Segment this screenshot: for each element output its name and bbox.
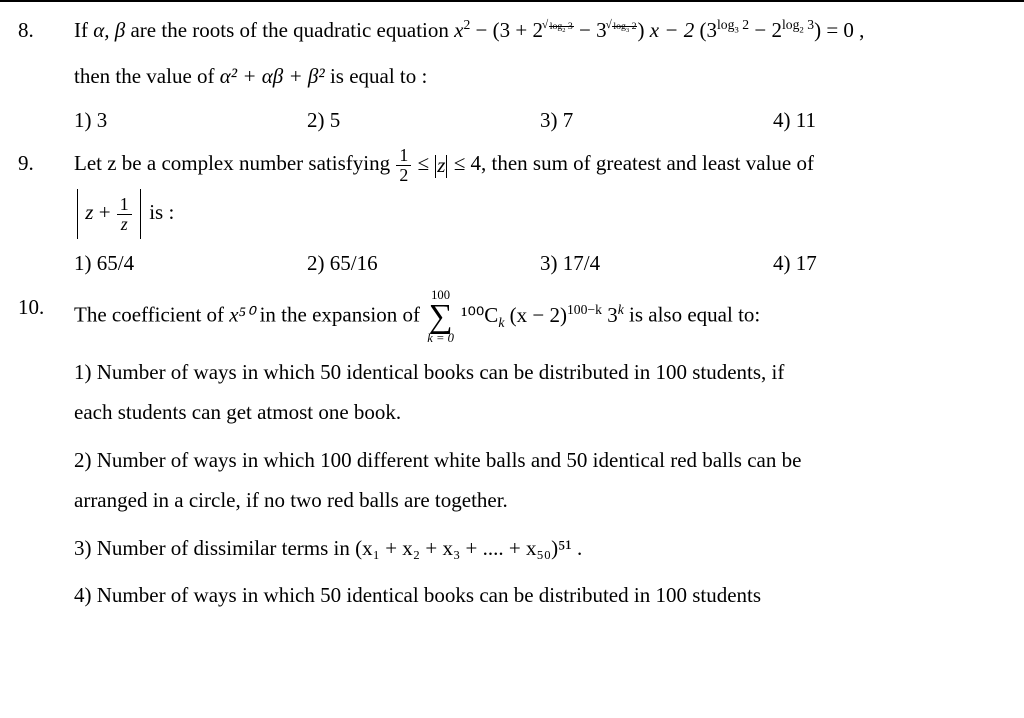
q10-options: 1) Number of ways in which 50 identical … [74,354,1006,617]
x-mid: x − 2 [650,18,695,42]
option-3: 3) Number of dissimilar terms in (x₁ + x… [74,530,1006,568]
option-3: 3) 17/4 [540,245,773,283]
three: 3 [607,303,618,327]
equation: x2 − (3 + 2log2 3 − 3log3 2) x − 2 (3log… [454,18,864,42]
num: 1 [117,195,132,215]
m3: − 3 [579,18,607,42]
z: z [437,153,445,177]
text: is also equal to: [629,303,760,327]
option-4: 4) 17 [773,245,1006,283]
num: 1 [396,146,411,166]
option-2: 2) 65/16 [307,245,540,283]
sum-bottom: k = 0 [427,331,454,345]
log: log [550,21,563,32]
question-body: Let z be a complex number satisfying 12 … [74,145,1006,283]
sub: 3 [626,27,629,34]
three: 3 [706,18,717,42]
sigma-icon: ∑ [427,302,454,332]
arg: 2 [632,21,637,32]
sub: 2 [562,27,565,34]
question-number: 8. [18,12,74,139]
log: log [782,17,799,32]
option-2-line1: 2) Number of ways in which 100 different… [74,442,1006,480]
abs-expr: z + 1z [74,200,149,224]
plus: + [99,200,116,224]
target: α² + αβ + β² [220,64,325,88]
summation: 100 ∑ k = 0 ¹⁰⁰Ck (x − 2)100−k 3k [425,303,629,327]
text: are the roots of the quadratic equation [130,18,454,42]
text: is : [149,200,174,224]
exp1: 100−k [567,302,602,317]
ck: k [498,315,504,330]
text: in the expansion of [260,303,426,327]
factor: (x − 2) [510,303,567,327]
q8-stem: If α, β are the roots of the quadratic e… [74,12,1006,50]
opt3-text: 3) Number of dissimilar terms in [74,536,355,560]
z: z [85,200,93,224]
text: then sum of greatest and least value of [492,151,814,175]
text: then the value of [74,64,220,88]
q9-options: 1) 65/4 2) 65/16 3) 17/4 4) 17 [74,245,1006,283]
le: ≤ [418,151,435,175]
question-10: 10. The coefficient of x⁵⁰ in the expans… [18,289,1006,617]
den: 2 [396,166,411,185]
c100: ¹⁰⁰C [461,303,498,327]
option-1-line2: each students can get atmost one book. [74,394,1006,432]
option-2-line2: arranged in a circle, if no two red ball… [74,482,1006,520]
question-number: 9. [18,145,74,283]
coef: 3 + 2 [500,18,543,42]
option-1-line1: 1) Number of ways in which 50 identical … [74,354,1006,392]
question-9: 9. Let z be a complex number satisfying … [18,145,1006,283]
option-1: 1) 65/4 [74,245,307,283]
log: log [717,17,734,32]
arg: 3 [807,17,814,32]
option-1: 1) 3 [74,102,307,140]
option-3: 3) 7 [540,102,773,140]
option-4: 4) 11 [773,102,1006,140]
exam-page: 8. If α, β are the roots of the quadrati… [0,0,1024,633]
le4: ≤ 4, [454,151,487,175]
text: is equal to : [330,64,427,88]
text: Let z be a complex number satisfying [74,151,395,175]
m2: − 2 [754,18,782,42]
minus: − [476,18,493,42]
text: The coefficient of [74,303,229,327]
log: log [613,21,626,32]
arg: 3 [568,21,573,32]
expk: k [618,302,624,317]
q9-line2: z + 1z is : [74,189,1006,239]
den: z [121,214,128,234]
q8-options: 1) 3 2) 5 3) 7 4) 11 [74,102,1006,140]
q10-stem: The coefficient of x⁵⁰ in the expansion … [74,289,1006,344]
option-2: 2) 5 [307,102,540,140]
sub: 2 [799,25,803,35]
question-body: If α, β are the roots of the quadratic e… [74,12,1006,139]
question-body: The coefficient of x⁵⁰ in the expansion … [74,289,1006,617]
q9-stem: Let z be a complex number satisfying 12 … [74,145,1006,184]
x50: x⁵⁰ [229,303,254,327]
opt3-math: (x₁ + x₂ + x₃ + .... + x₅₀)⁵¹ . [355,536,582,560]
q8-line2: then the value of α² + αβ + β² is equal … [74,58,1006,96]
sub: 3 [734,25,738,35]
question-number: 10. [18,289,74,617]
text: If [74,18,93,42]
eq0: = 0 , [826,18,864,42]
option-4: 4) Number of ways in which 50 identical … [74,577,1006,615]
inequality: 12 ≤ z ≤ 4, [395,151,491,175]
math-ab: α, β [93,18,125,42]
arg: 2 [742,17,749,32]
question-8: 8. If α, β are the roots of the quadrati… [18,12,1006,139]
